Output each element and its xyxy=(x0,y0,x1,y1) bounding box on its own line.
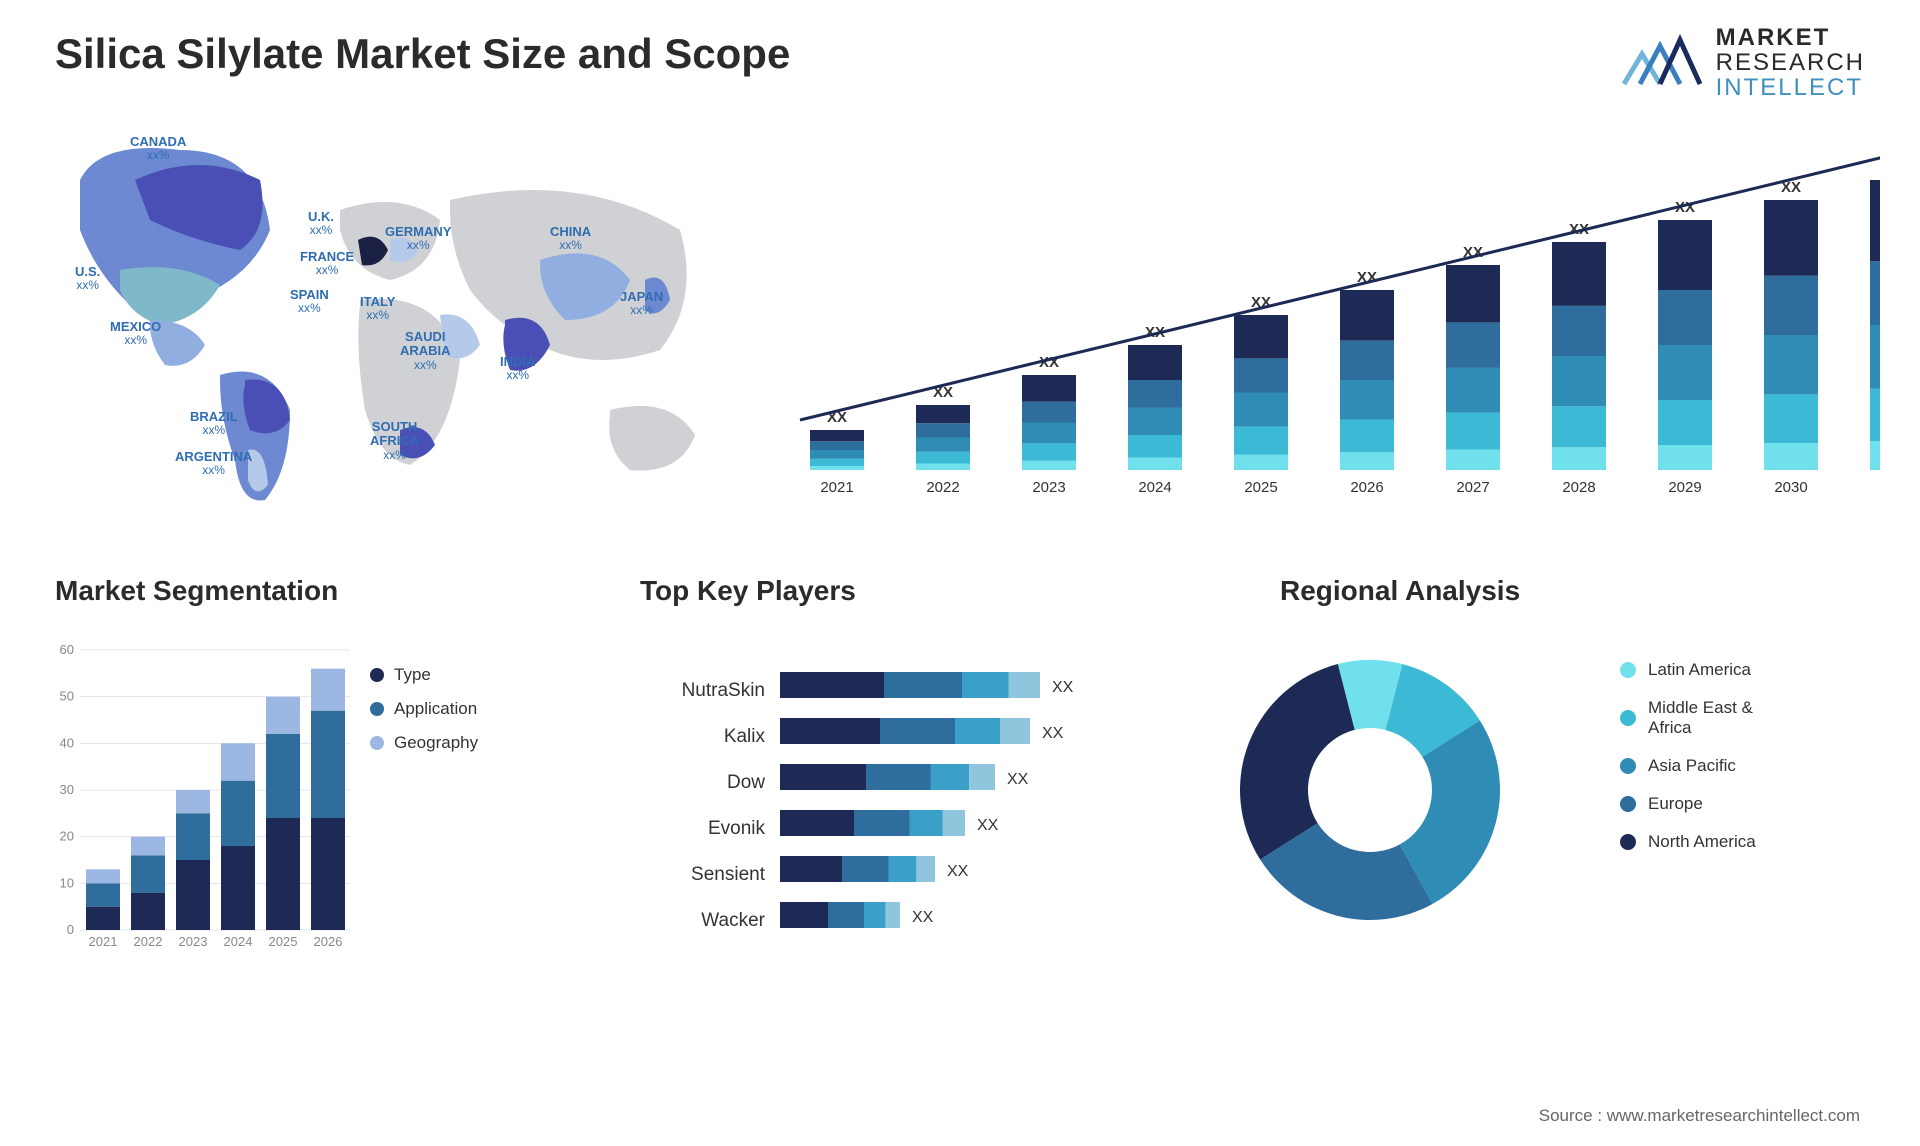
brand-logo: MARKET RESEARCH INTELLECT xyxy=(1622,25,1865,101)
map-label-india: INDIAxx% xyxy=(500,355,535,382)
svg-text:2024: 2024 xyxy=(1138,479,1171,496)
svg-text:2021: 2021 xyxy=(820,479,853,496)
map-label-france: FRANCExx% xyxy=(300,250,354,277)
svg-text:20: 20 xyxy=(60,829,74,844)
segmentation-legend-item: Geography xyxy=(370,733,478,753)
svg-text:2026: 2026 xyxy=(1350,479,1383,496)
regional-legend-item: Europe xyxy=(1620,794,1880,814)
svg-text:2028: 2028 xyxy=(1562,479,1595,496)
players-chart: XX XX XX XX XX XX xyxy=(620,620,1140,980)
segmentation-title: Market Segmentation xyxy=(55,575,338,607)
page-title: Silica Silylate Market Size and Scope xyxy=(55,30,790,78)
svg-text:XX: XX xyxy=(1042,725,1064,742)
svg-text:10: 10 xyxy=(60,875,74,890)
regional-title: Regional Analysis xyxy=(1280,575,1520,607)
svg-text:2022: 2022 xyxy=(926,479,959,496)
map-label-south-africa: SOUTHAFRICAxx% xyxy=(370,420,419,462)
map-label-spain: SPAINxx% xyxy=(290,288,329,315)
svg-text:2023: 2023 xyxy=(1032,479,1065,496)
map-label-saudi-arabia: SAUDIARABIAxx% xyxy=(400,330,451,372)
svg-text:2021: 2021 xyxy=(89,934,118,949)
svg-text:XX: XX xyxy=(912,909,934,926)
svg-text:0: 0 xyxy=(67,922,74,937)
svg-text:2030: 2030 xyxy=(1774,479,1807,496)
svg-text:2022: 2022 xyxy=(134,934,163,949)
svg-text:50: 50 xyxy=(60,689,74,704)
forecast-chart: XX2021XX2022XX2023XX2024XX2025XX2026XX20… xyxy=(780,120,1880,500)
segmentation-legend: Type Application Geography xyxy=(370,665,478,767)
svg-text:60: 60 xyxy=(60,642,74,657)
segmentation-legend-item: Type xyxy=(370,665,478,685)
svg-text:2026: 2026 xyxy=(314,934,343,949)
map-label-china: CHINAxx% xyxy=(550,225,591,252)
svg-text:XX: XX xyxy=(977,817,999,834)
source-text: Source : www.marketresearchintellect.com xyxy=(1539,1106,1860,1126)
regional-legend-item: Latin America xyxy=(1620,660,1880,680)
regional-legend-item: Middle East &Africa xyxy=(1620,698,1880,738)
regional-legend-item: Asia Pacific xyxy=(1620,756,1880,776)
map-label-brazil: BRAZILxx% xyxy=(190,410,238,437)
map-label-japan: JAPANxx% xyxy=(620,290,663,317)
svg-text:XX: XX xyxy=(1007,771,1029,788)
svg-text:2025: 2025 xyxy=(1244,479,1277,496)
map-label-argentina: ARGENTINAxx% xyxy=(175,450,252,477)
logo-line2: RESEARCH xyxy=(1716,50,1865,75)
svg-text:2024: 2024 xyxy=(224,934,253,949)
regional-legend: Latin America Middle East &Africa Asia Pac… xyxy=(1620,660,1880,870)
svg-text:2023: 2023 xyxy=(179,934,208,949)
map-label-germany: GERMANYxx% xyxy=(385,225,451,252)
svg-text:2029: 2029 xyxy=(1668,479,1701,496)
map-label-canada: CANADAxx% xyxy=(130,135,186,162)
svg-text:40: 40 xyxy=(60,735,74,750)
svg-text:30: 30 xyxy=(60,782,74,797)
segmentation-legend-item: Application xyxy=(370,699,478,719)
logo-line3: INTELLECT xyxy=(1716,75,1865,100)
svg-text:XX: XX xyxy=(947,863,969,880)
map-label-u-k-: U.K.xx% xyxy=(308,210,334,237)
svg-text:XX: XX xyxy=(1052,679,1074,696)
regional-legend-item: North America xyxy=(1620,832,1880,852)
logo-icon xyxy=(1622,34,1702,92)
world-map: CANADAxx% U.S.xx% MEXICOxx% BRAZILxx% ARGENT… xyxy=(40,120,760,520)
map-label-mexico: MEXICOxx% xyxy=(110,320,161,347)
svg-text:2025: 2025 xyxy=(269,934,298,949)
map-label-u-s-: U.S.xx% xyxy=(75,265,100,292)
logo-line1: MARKET xyxy=(1716,25,1865,50)
players-title: Top Key Players xyxy=(640,575,856,607)
map-label-italy: ITALYxx% xyxy=(360,295,395,322)
svg-text:2027: 2027 xyxy=(1456,479,1489,496)
